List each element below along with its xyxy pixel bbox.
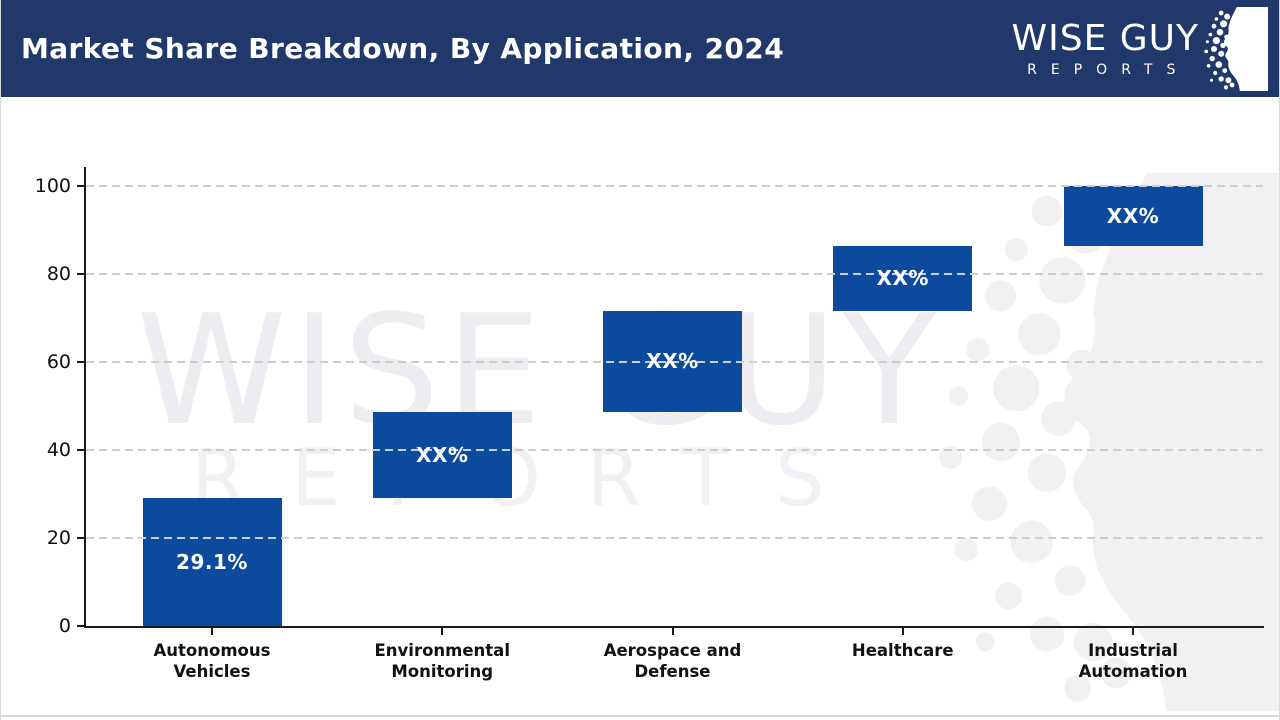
bar-value-label-environmental-monitoring: XX% [416,443,469,468]
y-tick-mark-20 [77,537,85,539]
x-category-label-environmental-monitoring: Environmental Monitoring [374,641,510,681]
x-category-label-aerospace-and-defense: Aerospace and Defense [603,641,742,681]
y-tick-mark-100 [77,185,85,187]
watermark-wordmark: WISE GUY [136,282,942,459]
y-axis-spine [84,167,86,628]
y-tick-label-100: 100 [34,175,71,197]
y-tick-label-40: 40 [46,439,71,461]
y-tick-mark-60 [77,361,85,363]
gridline-60 [86,361,1263,363]
page-title: Market Share Breakdown, By Application, … [21,32,785,65]
bar-value-label-healthcare: XX% [876,266,929,291]
x-category-label-industrial-automation: Industrial Automation [1078,641,1188,681]
y-tick-label-80: 80 [46,263,71,285]
x-tick-mark-autonomous-vehicles [211,628,213,635]
y-tick-mark-40 [77,449,85,451]
page-bottom-border [1,715,1279,717]
logo-wordmark: WISE GUY [1011,17,1199,59]
wise-guy-reports-logo: WISE GUY REPORTS [1012,5,1270,93]
bar-value-label-aerospace-and-defense: XX% [646,349,699,374]
logo-subtitle: REPORTS [1027,61,1190,78]
watermark-subtitle: REPORTS [191,434,871,524]
x-category-label-healthcare: Healthcare [851,641,954,660]
gridline-100 [86,185,1263,187]
header-bar: Market Share Breakdown, By Application, … [1,0,1279,97]
gridline-80 [86,273,1263,275]
bar-value-label-autonomous-vehicles: 29.1% [176,549,248,574]
y-tick-label-0: 0 [58,615,71,637]
logo-text: WISE GUY REPORTS [1011,17,1200,78]
dotted-face-icon [1189,7,1269,91]
y-tick-mark-0 [77,625,85,627]
x-tick-mark-aerospace-and-defense [671,628,674,635]
y-tick-mark-80 [77,273,85,275]
bar-environmental-monitoring [372,412,512,498]
y-tick-label-20: 20 [46,527,71,549]
y-tick-label-60: 60 [46,351,71,373]
bar-value-label-industrial-automation: XX% [1106,203,1160,228]
gridline-40 [86,449,1263,451]
bar-autonomous-vehicles [142,497,282,626]
x-tick-mark-environmental-monitoring [441,628,444,635]
x-tick-mark-healthcare [901,628,904,635]
gridline-20 [86,537,1263,539]
x-category-label-autonomous-vehicles: Autonomous Vehicles [153,641,271,681]
x-tick-mark-industrial-automation [1132,628,1134,635]
x-axis-spine [84,626,1264,628]
